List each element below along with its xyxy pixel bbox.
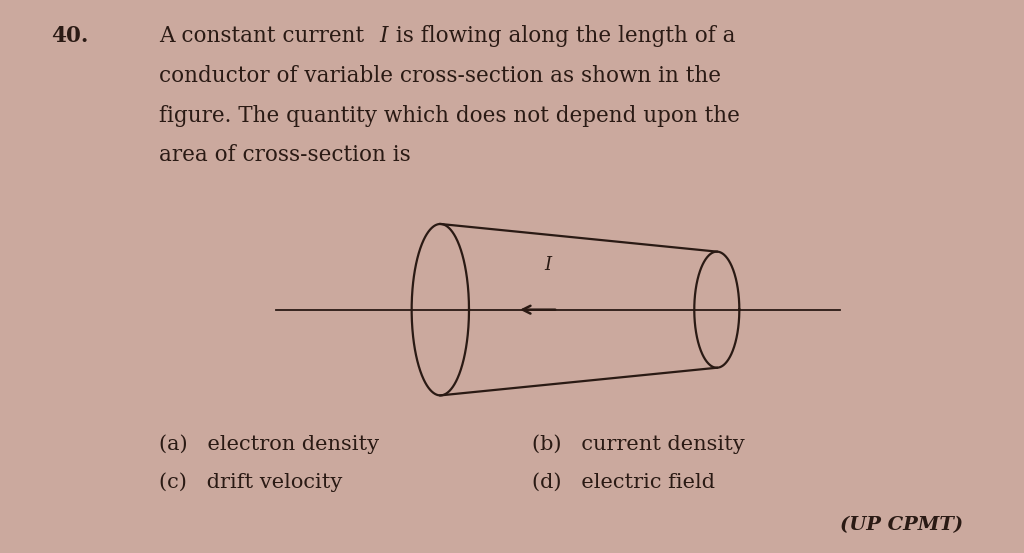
Text: is flowing along the length of a: is flowing along the length of a — [389, 25, 735, 47]
Text: (a)   electron density: (a) electron density — [159, 434, 379, 454]
Text: area of cross-section is: area of cross-section is — [159, 144, 411, 166]
Text: (d)   electric field: (d) electric field — [532, 473, 716, 492]
Text: I: I — [545, 255, 551, 274]
Text: A constant current: A constant current — [159, 25, 371, 47]
Text: 40.: 40. — [51, 25, 88, 47]
Text: (b)   current density: (b) current density — [532, 434, 745, 454]
Text: I: I — [379, 25, 387, 47]
Text: figure. The quantity which does not depend upon the: figure. The quantity which does not depe… — [159, 105, 739, 127]
Text: (c)   drift velocity: (c) drift velocity — [159, 473, 342, 493]
Text: (UP CPMT): (UP CPMT) — [840, 515, 963, 534]
Text: conductor of variable cross-section as shown in the: conductor of variable cross-section as s… — [159, 65, 721, 87]
